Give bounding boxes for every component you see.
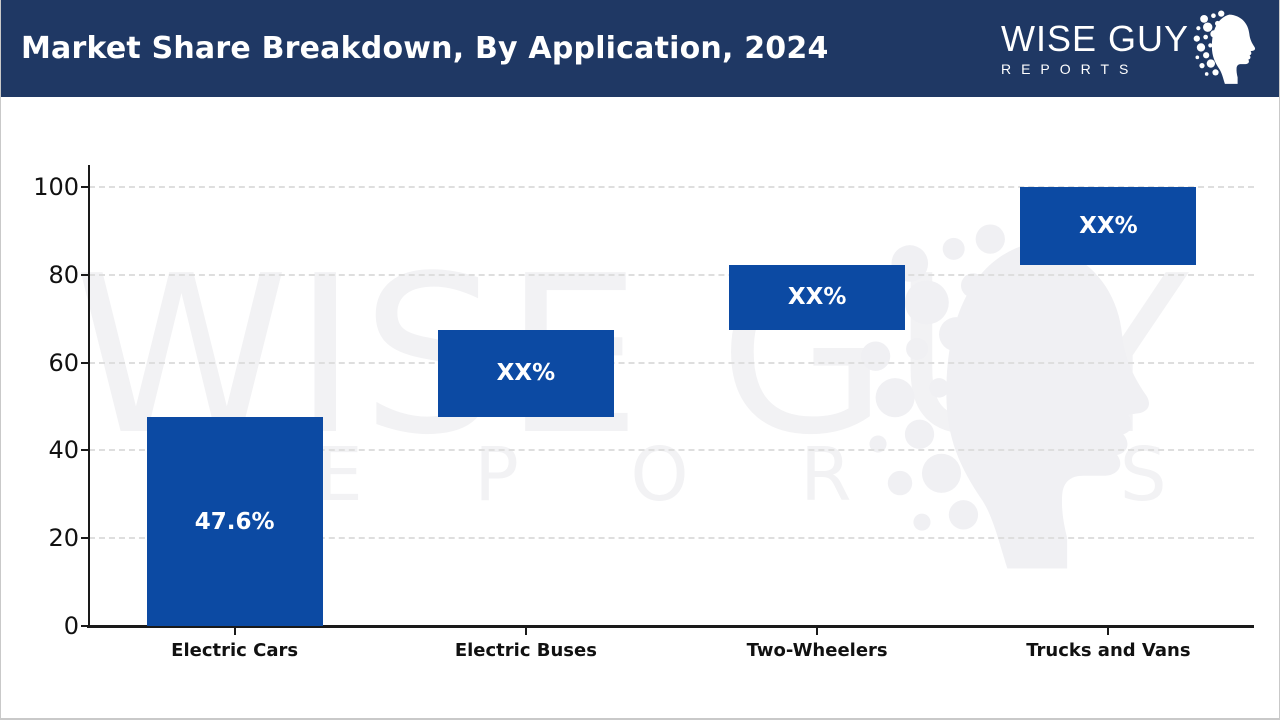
- y-tick-label-20: 20: [48, 524, 79, 553]
- y-tick-label-100: 100: [33, 173, 79, 201]
- y-tick-80: [81, 273, 89, 276]
- wise-guy-reports-logo: WISE GUY REPORTS: [1001, 10, 1265, 88]
- y-tick-40: [81, 449, 89, 452]
- y-tick-label-60: 60: [48, 348, 79, 377]
- y-tick-100: [81, 186, 89, 188]
- bar-value-label: XX%: [496, 360, 556, 387]
- header-banner: Market Share Breakdown, By Application, …: [1, 0, 1279, 97]
- y-tick-0: [81, 625, 89, 627]
- bar-value-label: XX%: [1079, 212, 1138, 239]
- category-label-0: Electric Cars: [171, 640, 299, 661]
- y-tick-label-80: 80: [48, 260, 79, 289]
- y-tick-label-0: 0: [63, 612, 79, 640]
- y-tick-label-40: 40: [48, 436, 79, 465]
- category-label-2: Two-Wheelers: [746, 640, 888, 661]
- y-tick-20: [81, 537, 89, 540]
- y-tick-60: [81, 361, 89, 364]
- gridline-100: [89, 186, 1254, 188]
- gridline-60: [89, 361, 1254, 364]
- x-tick-2: [816, 628, 819, 635]
- x-tick-3: [1107, 628, 1110, 635]
- bar-value-label: XX%: [787, 284, 847, 311]
- gridline-40: [89, 449, 1254, 452]
- logo-text: WISE GUY REPORTS: [1000, 17, 1189, 77]
- y-axis-line: [88, 165, 90, 628]
- logo-wordmark: WISE GUY: [1000, 17, 1189, 59]
- category-label-1: Electric Buses: [454, 640, 597, 661]
- bar-electric-cars: 47.6%: [146, 417, 323, 626]
- logo-subtext: REPORTS: [1000, 60, 1139, 77]
- bar-two-wheelers: XX%: [729, 264, 906, 330]
- bar-electric-buses: XX%: [437, 329, 614, 418]
- category-label-3: Trucks and Vans: [1026, 640, 1191, 661]
- gridline-20: [89, 537, 1254, 540]
- x-tick-0: [233, 628, 236, 635]
- x-tick-1: [524, 628, 527, 635]
- bar-trucks-and-vans: XX%: [1020, 187, 1197, 265]
- x-axis-line: [87, 625, 1254, 628]
- gridline-80: [89, 273, 1254, 276]
- page-title: Market Share Breakdown, By Application, …: [21, 31, 829, 66]
- bar-value-label: 47.6%: [194, 508, 275, 535]
